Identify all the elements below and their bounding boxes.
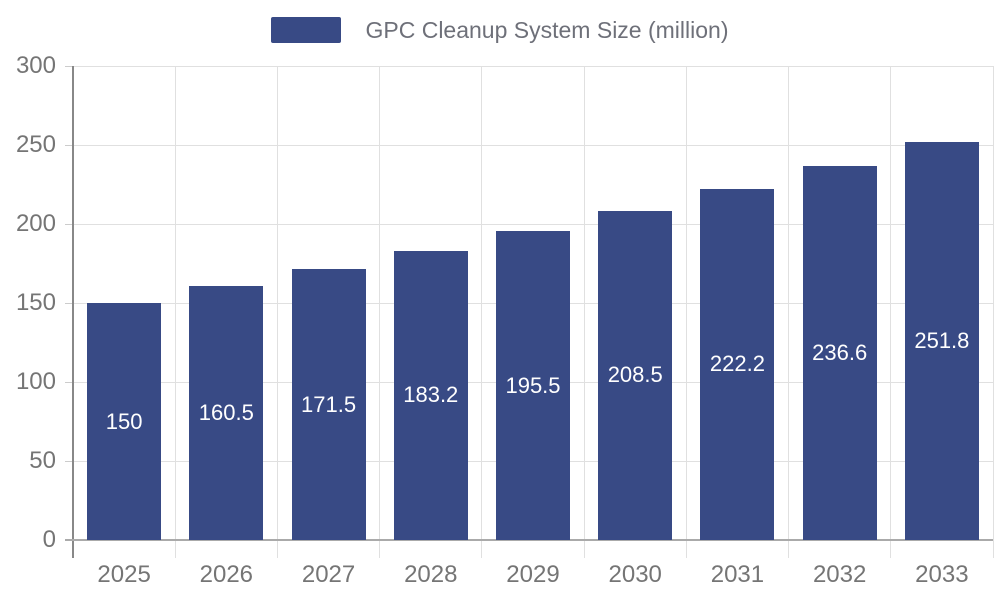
y-axis-tick-label: 50 bbox=[29, 447, 56, 474]
bar-value-label: 195.5 bbox=[505, 372, 561, 398]
gridline-vertical bbox=[481, 66, 483, 558]
bar-2025[interactable]: 150 bbox=[87, 303, 162, 540]
gridline-vertical bbox=[583, 66, 585, 558]
gridline-horizontal bbox=[73, 223, 993, 225]
gridline-horizontal bbox=[73, 144, 993, 146]
x-axis-tick-label: 2030 bbox=[608, 561, 662, 588]
y-axis-tick bbox=[65, 223, 73, 225]
bar-2028[interactable]: 183.2 bbox=[393, 250, 468, 540]
y-axis-tick bbox=[65, 381, 73, 383]
x-axis-tick-label: 2027 bbox=[301, 561, 356, 588]
bar-value-label: 208.5 bbox=[607, 362, 663, 388]
x-axis-tick-label: 2025 bbox=[97, 561, 151, 588]
bar-value-label: 236.6 bbox=[812, 340, 868, 366]
y-axis-line bbox=[72, 66, 74, 558]
y-axis-tick-label: 0 bbox=[42, 526, 56, 553]
bar-2031[interactable]: 222.2 bbox=[700, 188, 775, 540]
gridline-vertical bbox=[276, 66, 278, 558]
legend-label: GPC Cleanup System Size (million) bbox=[365, 17, 729, 43]
bar-2026[interactable]: 160.5 bbox=[189, 286, 264, 540]
gridline-vertical bbox=[174, 66, 176, 558]
x-axis-tick-label: 2026 bbox=[199, 561, 254, 588]
y-axis-tick-label: 150 bbox=[15, 289, 56, 316]
y-axis-tick-label: 250 bbox=[15, 131, 56, 158]
bar-value-label: 183.2 bbox=[403, 382, 459, 408]
x-axis-line bbox=[65, 539, 993, 541]
bar-2030[interactable]: 208.5 bbox=[598, 210, 673, 540]
bar-2032[interactable]: 236.6 bbox=[802, 166, 877, 540]
gridline-vertical bbox=[788, 66, 790, 558]
y-axis-tick bbox=[65, 302, 73, 304]
bar-value-label: 222.2 bbox=[709, 351, 765, 377]
gridline-vertical bbox=[379, 66, 381, 558]
x-axis-tick-label: 2031 bbox=[710, 561, 765, 588]
y-axis-tick bbox=[65, 460, 73, 462]
gridline-vertical bbox=[685, 66, 687, 558]
bar-value-label: 171.5 bbox=[301, 391, 357, 417]
y-axis-tick bbox=[65, 144, 73, 146]
bar-value-label: 150 bbox=[105, 408, 143, 434]
x-axis-tick-label: 2033 bbox=[915, 561, 969, 588]
y-axis-tick-label: 200 bbox=[15, 210, 56, 237]
y-axis-tick bbox=[65, 65, 73, 67]
y-axis-tick-label: 300 bbox=[15, 52, 56, 79]
bar-2029[interactable]: 195.5 bbox=[496, 231, 570, 540]
bar-2027[interactable]: 171.5 bbox=[291, 269, 366, 540]
y-axis-tick-label: 100 bbox=[15, 368, 56, 395]
gridline-horizontal bbox=[73, 65, 993, 67]
bar-value-label: 160.5 bbox=[198, 400, 254, 426]
legend[interactable]: GPC Cleanup System Size (million) bbox=[0, 17, 1000, 43]
bar-2033[interactable]: 251.8 bbox=[904, 142, 979, 540]
gridline-vertical bbox=[992, 66, 994, 558]
legend-swatch bbox=[271, 17, 342, 43]
bar-value-label: 251.8 bbox=[914, 328, 970, 354]
x-axis-tick-label: 2032 bbox=[812, 561, 867, 588]
gridline-vertical bbox=[890, 66, 892, 558]
x-axis-tick-label: 2029 bbox=[506, 561, 560, 588]
x-axis-tick-label: 2028 bbox=[404, 561, 458, 588]
